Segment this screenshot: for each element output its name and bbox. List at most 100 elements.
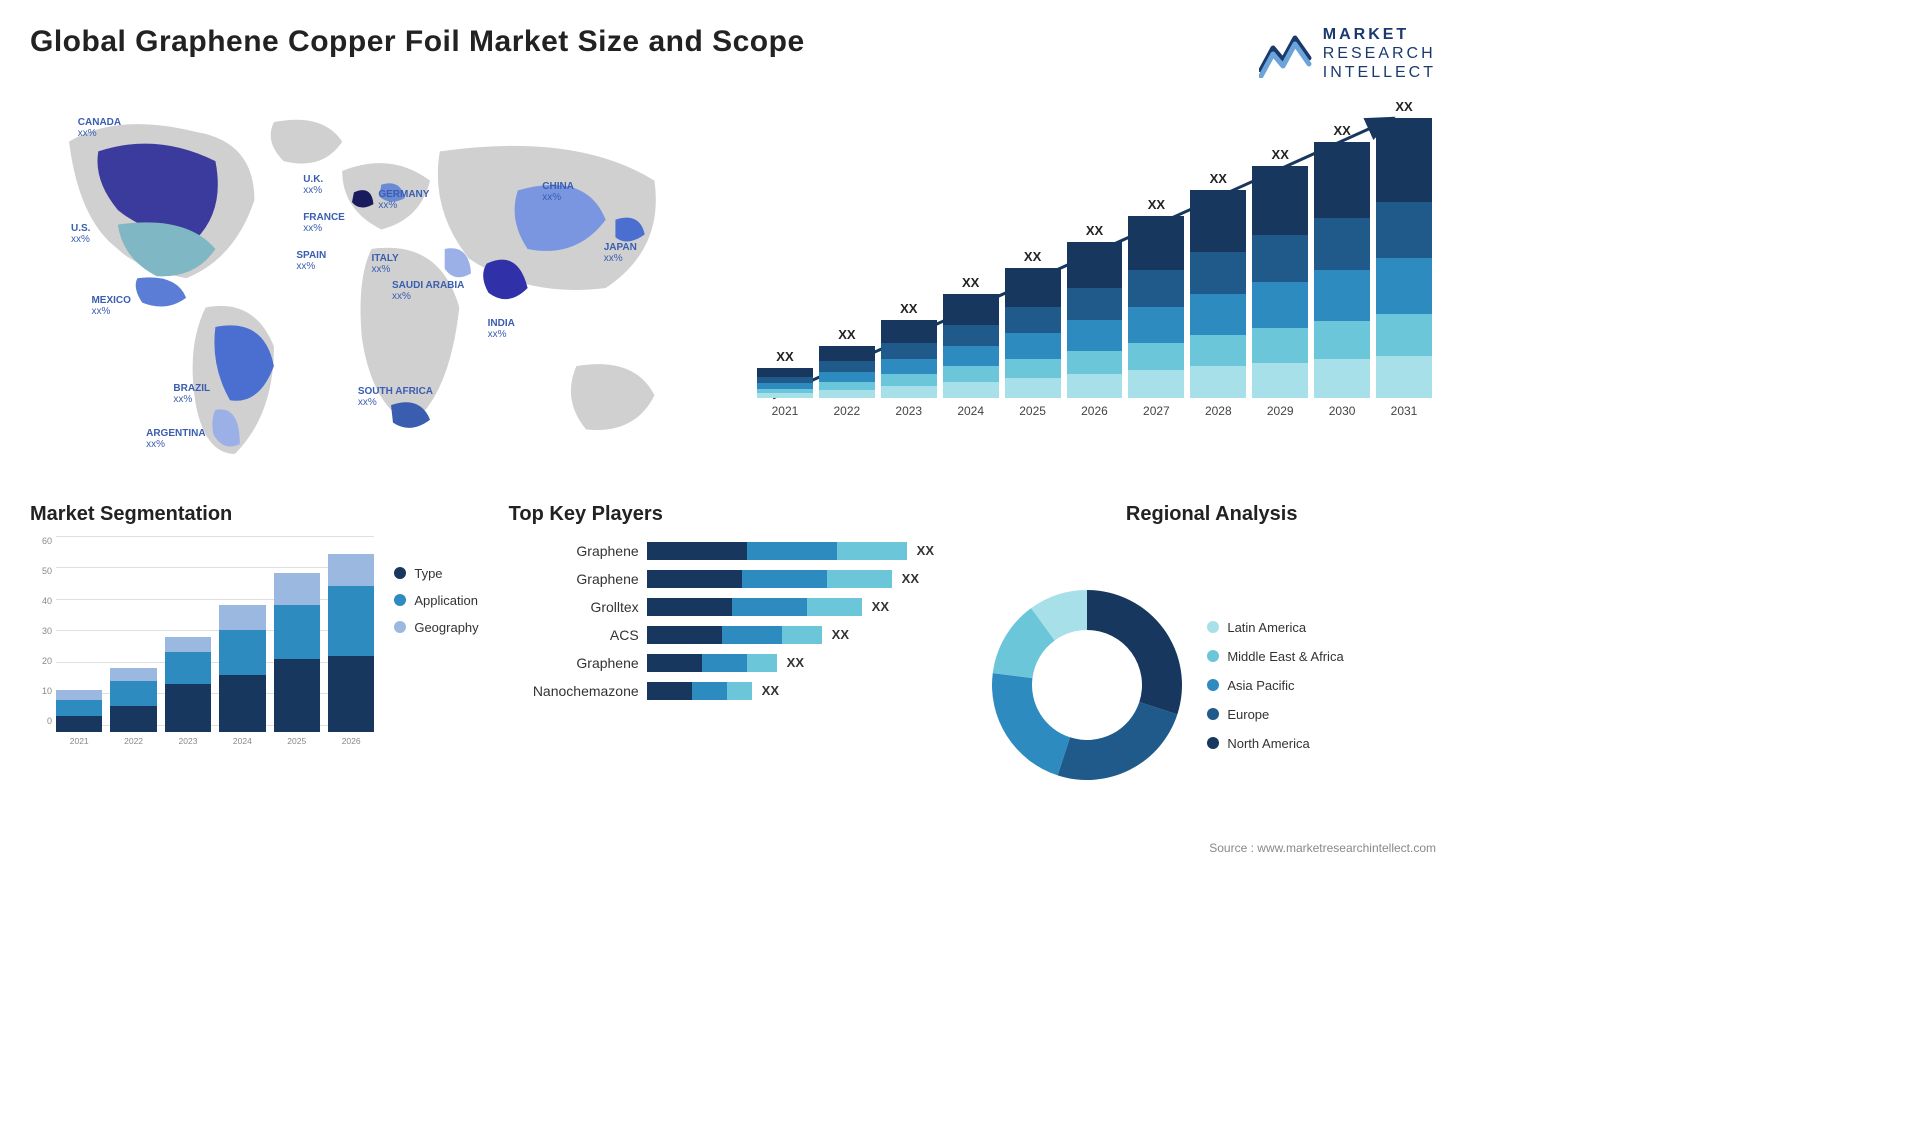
player-value: XX bbox=[872, 599, 889, 614]
forecast-bar-stack bbox=[1376, 118, 1432, 398]
forecast-bar-2024: XX2024 bbox=[943, 275, 999, 418]
forecast-bar-2025: XX2025 bbox=[1005, 249, 1061, 418]
bottom-row: Market Segmentation 6050403020100 202120… bbox=[30, 503, 1436, 835]
player-name: Graphene bbox=[509, 543, 639, 559]
segmentation-plot: 6050403020100 202120222023202420252026 bbox=[30, 536, 374, 746]
player-value: XX bbox=[832, 627, 849, 642]
forecast-bar-stack bbox=[1190, 190, 1246, 398]
players-panel: Top Key Players GrapheneXXGrapheneXXGrol… bbox=[509, 503, 958, 835]
player-bar bbox=[647, 598, 862, 616]
player-row: GrapheneXX bbox=[509, 570, 958, 588]
player-row: ACS XX bbox=[509, 626, 958, 644]
forecast-bar-2026: XX 2026 bbox=[1067, 223, 1123, 418]
player-row: Nanochemazone XX bbox=[509, 682, 958, 700]
forecast-bar-year: 2030 bbox=[1329, 404, 1356, 418]
forecast-bar-value: XX bbox=[776, 349, 793, 364]
legend-dot bbox=[1207, 737, 1219, 749]
map-label-mexico: MEXICOxx% bbox=[91, 295, 130, 317]
player-row: GrapheneXX bbox=[509, 654, 958, 672]
forecast-bar-stack bbox=[1314, 142, 1370, 398]
regional-legend-item: North America bbox=[1207, 736, 1343, 751]
forecast-bar-value: XX bbox=[838, 327, 855, 342]
donut-slice-north-america bbox=[1087, 590, 1182, 714]
forecast-bar-stack bbox=[1252, 166, 1308, 398]
segmentation-panel: Market Segmentation 6050403020100 202120… bbox=[30, 503, 479, 835]
forecast-bar-2030: XX 2030 bbox=[1314, 123, 1370, 418]
segmentation-bar-2021: 2021 bbox=[56, 690, 102, 745]
segmentation-title: Market Segmentation bbox=[30, 503, 479, 526]
segmentation-bar-2026: 2026 bbox=[328, 554, 374, 745]
forecast-bar-value: XX bbox=[1024, 249, 1041, 264]
map-label-spain: SPAINxx% bbox=[296, 250, 326, 272]
segmentation-y-axis: 6050403020100 bbox=[30, 536, 56, 726]
regional-legend-item: Middle East & Africa bbox=[1207, 649, 1343, 664]
map-label-canada: CANADAxx% bbox=[78, 117, 121, 139]
forecast-bar-2023: XX2023 bbox=[881, 301, 937, 418]
player-name: Nanochemazone bbox=[509, 683, 639, 699]
regional-donut-chart bbox=[987, 585, 1187, 785]
top-row: CANADAxx% U.S.xx% MEXICOxx% BRAZILxx% ARGENT… bbox=[30, 98, 1436, 478]
forecast-bar-2029: XX 2029 bbox=[1252, 147, 1308, 418]
player-bar bbox=[647, 626, 822, 644]
legend-dot bbox=[1207, 679, 1219, 691]
forecast-bar-year: 2026 bbox=[1081, 404, 1108, 418]
legend-dot bbox=[1207, 708, 1219, 720]
forecast-bar-value: XX bbox=[1086, 223, 1103, 238]
world-map-svg bbox=[30, 98, 713, 478]
forecast-bar-stack bbox=[1005, 268, 1061, 398]
donut-slice-europe bbox=[1058, 702, 1178, 780]
forecast-bar-year: 2031 bbox=[1391, 404, 1418, 418]
legend-dot bbox=[394, 567, 406, 579]
world-map-panel: CANADAxx% U.S.xx% MEXICOxx% BRAZILxx% ARGENT… bbox=[30, 98, 713, 478]
map-label-saudi-arabia: SAUDI ARABIAxx% bbox=[392, 280, 464, 302]
segmentation-legend: TypeApplicationGeography bbox=[394, 536, 478, 835]
player-bar bbox=[647, 570, 892, 588]
brand-logo: MARKET RESEARCH INTELLECT bbox=[1259, 25, 1436, 83]
regional-panel: Regional Analysis Latin AmericaMiddle Ea… bbox=[987, 503, 1436, 835]
player-value: XX bbox=[917, 543, 934, 558]
player-row: Graphene XX bbox=[509, 542, 958, 560]
regional-content: Latin AmericaMiddle East & AfricaAsia Pa… bbox=[987, 536, 1436, 835]
map-label-germany: GERMANYxx% bbox=[378, 189, 429, 211]
donut-slice-asia-pacific bbox=[992, 673, 1070, 775]
regional-title: Regional Analysis bbox=[987, 503, 1436, 526]
forecast-bar-year: 2022 bbox=[834, 404, 861, 418]
segmentation-bar-2022: 2022 bbox=[110, 668, 156, 745]
forecast-bar-year: 2024 bbox=[957, 404, 984, 418]
player-bar bbox=[647, 654, 777, 672]
source-footer: Source : www.marketresearchintellect.com bbox=[30, 841, 1436, 855]
forecast-bar-value: XX bbox=[1333, 123, 1350, 138]
forecast-bar-stack bbox=[1067, 242, 1123, 398]
map-label-u-k-: U.K.xx% bbox=[303, 174, 323, 196]
player-value: XX bbox=[902, 571, 919, 586]
player-name: Graphene bbox=[509, 655, 639, 671]
map-label-argentina: ARGENTINAxx% bbox=[146, 428, 205, 450]
segmentation-legend-item: Application bbox=[394, 593, 478, 608]
forecast-bar-value: XX bbox=[1272, 147, 1289, 162]
player-row: Grolltex XX bbox=[509, 598, 958, 616]
map-label-japan: JAPANxx% bbox=[604, 242, 637, 264]
map-label-china: CHINAxx% bbox=[542, 181, 574, 203]
map-label-brazil: BRAZILxx% bbox=[173, 383, 210, 405]
forecast-bar-2028: XX2028 bbox=[1190, 171, 1246, 418]
player-value: XX bbox=[762, 683, 779, 698]
forecast-bar-2021: XX 2021 bbox=[757, 349, 813, 418]
regional-legend: Latin AmericaMiddle East & AfricaAsia Pa… bbox=[1207, 620, 1343, 751]
logo-text: MARKET RESEARCH INTELLECT bbox=[1323, 25, 1436, 83]
forecast-bar-year: 2027 bbox=[1143, 404, 1170, 418]
header: Global Graphene Copper Foil Market Size … bbox=[30, 25, 1436, 83]
segmentation-legend-item: Type bbox=[394, 566, 478, 581]
forecast-bar-2031: XX2031 bbox=[1376, 99, 1432, 418]
forecast-bar-2022: XX 2022 bbox=[819, 327, 875, 418]
forecast-bar-stack bbox=[1128, 216, 1184, 398]
map-label-france: FRANCExx% bbox=[303, 212, 345, 234]
forecast-bar-year: 2029 bbox=[1267, 404, 1294, 418]
forecast-bar-year: 2021 bbox=[772, 404, 799, 418]
player-name: Grolltex bbox=[509, 599, 639, 615]
map-label-u-s-: U.S.xx% bbox=[71, 223, 90, 245]
map-label-india: INDIAxx% bbox=[488, 318, 515, 340]
forecast-bars-container: XX2021XX2022XX2023XX2024XX2025XX2026XX20… bbox=[753, 98, 1436, 418]
player-name: ACS bbox=[509, 627, 639, 643]
page-title: Global Graphene Copper Foil Market Size … bbox=[30, 25, 805, 59]
legend-dot bbox=[1207, 650, 1219, 662]
